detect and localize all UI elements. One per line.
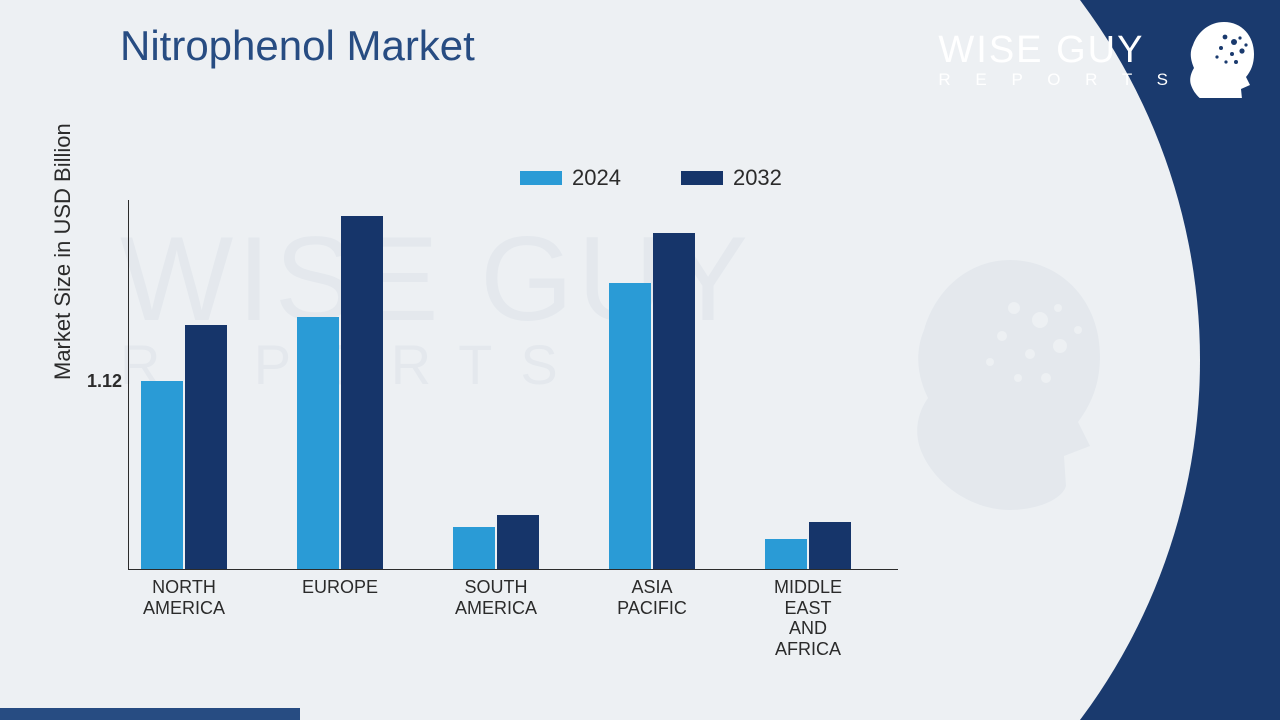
- bar: [653, 233, 695, 569]
- category-label: MIDDLE EAST AND AFRICA: [738, 569, 878, 660]
- legend: 2024 2032: [520, 165, 782, 191]
- category-label: SOUTH AMERICA: [426, 569, 566, 618]
- y-axis-tick-label: 1.12: [87, 371, 122, 392]
- bar-group: MIDDLE EAST AND AFRICA: [765, 200, 851, 569]
- chart-plot-area: NORTH AMERICA EUROPE SOUTH AMERICA ASIA PAC…: [128, 200, 898, 570]
- category-label: EUROPE: [270, 569, 410, 598]
- legend-label-2032: 2032: [733, 165, 782, 191]
- bottom-accent-bar: [0, 708, 300, 720]
- bar: [185, 325, 227, 569]
- legend-label-2024: 2024: [572, 165, 621, 191]
- bar: [809, 522, 851, 569]
- bar: [765, 539, 807, 569]
- bar: [453, 527, 495, 569]
- brand-head-icon: [1188, 20, 1256, 98]
- chart-title: Nitrophenol Market: [120, 22, 475, 70]
- brand-line1: WISE GUY: [938, 31, 1178, 69]
- category-label: ASIA PACIFIC: [582, 569, 722, 618]
- legend-swatch-2032: [681, 171, 723, 185]
- bar-group: ASIA PACIFIC: [609, 200, 695, 569]
- bar: [141, 381, 183, 569]
- brand-logo: WISE GUY R E P O R T S: [938, 20, 1256, 98]
- bar: [609, 283, 651, 569]
- stage: WISE GUY REPORTS Nitrophenol Market WISE…: [0, 0, 1280, 720]
- category-label: NORTH AMERICA: [114, 569, 254, 618]
- bar-group: EUROPE: [297, 200, 383, 569]
- legend-item-2024: 2024: [520, 165, 621, 191]
- brand-logo-text: WISE GUY R E P O R T S: [938, 31, 1178, 88]
- legend-swatch-2024: [520, 171, 562, 185]
- bar-group: NORTH AMERICA: [141, 200, 227, 569]
- bar: [497, 515, 539, 569]
- brand-line2: R E P O R T S: [938, 71, 1178, 88]
- bar: [341, 216, 383, 569]
- y-axis-label: Market Size in USD Billion: [50, 123, 76, 380]
- legend-item-2032: 2032: [681, 165, 782, 191]
- bar-group: SOUTH AMERICA: [453, 200, 539, 569]
- bar: [297, 317, 339, 569]
